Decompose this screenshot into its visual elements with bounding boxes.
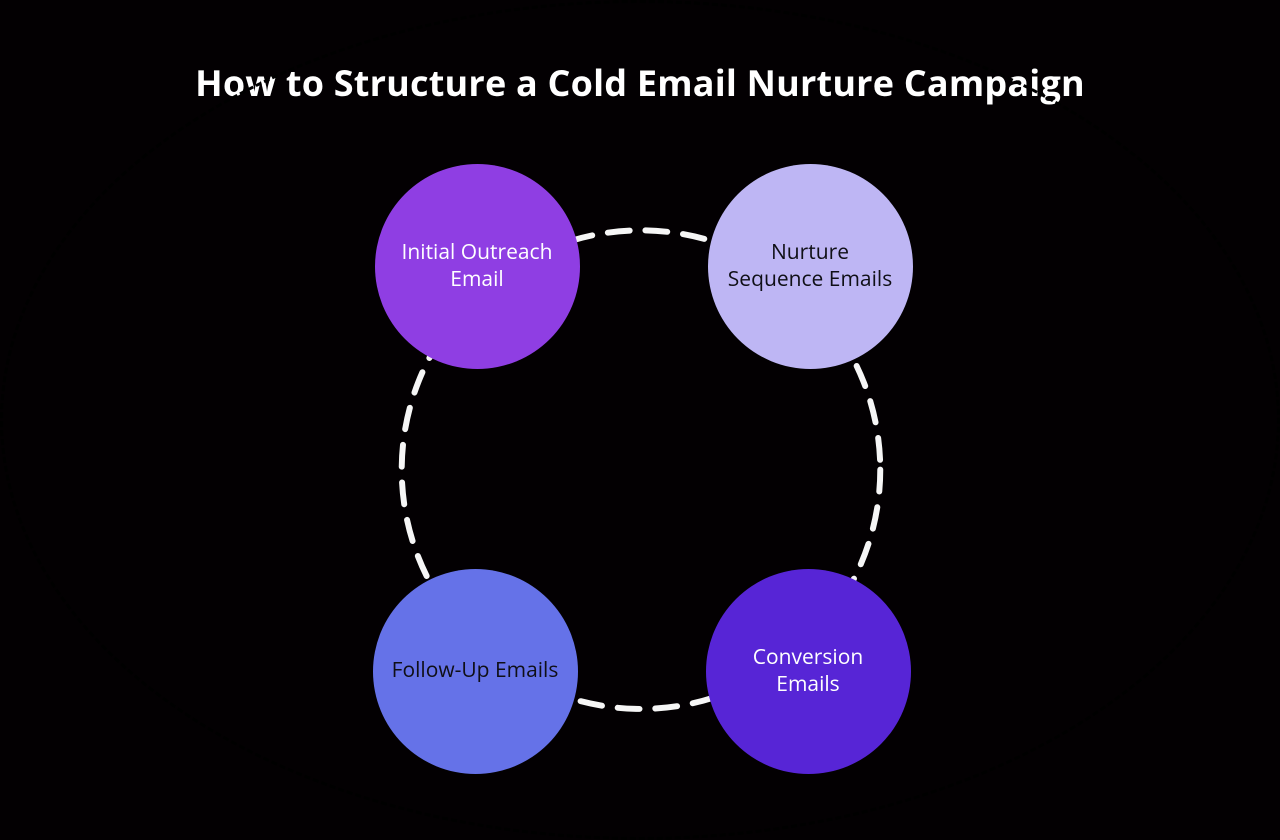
node-followup: Follow-Up Emails — [373, 569, 578, 774]
node-initial-outreach: Initial Outreach Email — [375, 164, 580, 369]
node-nurture-sequence: Nurture Sequence Emails — [708, 164, 913, 369]
node-label: Initial Outreach Email — [393, 239, 562, 294]
node-conversion: Conversion Emails — [706, 569, 911, 774]
node-label: Nurture Sequence Emails — [726, 239, 895, 294]
node-label: Conversion Emails — [724, 644, 893, 699]
cycle-ring — [0, 0, 1280, 840]
diagram-canvas: How to Structure a Cold Email Nurture Ca… — [0, 0, 1280, 840]
node-label: Follow-Up Emails — [392, 657, 559, 684]
